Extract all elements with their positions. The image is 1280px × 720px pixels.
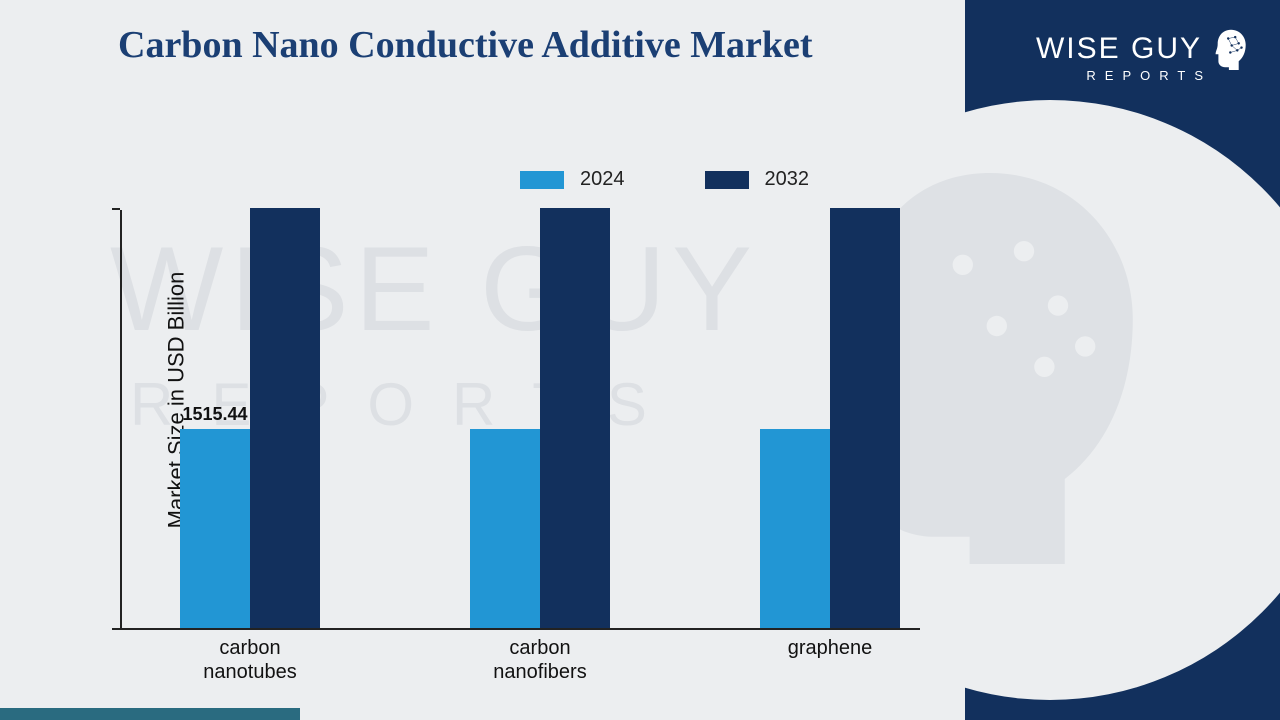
plot-area: carbon nanotubescarbon nanofibersgraphen… — [120, 210, 920, 630]
legend-swatch — [520, 171, 564, 189]
legend-item: 2032 — [705, 168, 810, 191]
brand-logo: WISE GUY REPORTS — [1036, 28, 1252, 83]
chart-canvas: WISE GUY REPORTS WISE GUY — [0, 0, 1280, 720]
category-label: graphene — [750, 636, 910, 660]
legend-item: 2024 — [520, 168, 625, 191]
bar-value-label: 1515.44 — [182, 404, 247, 425]
logo-text-sub: REPORTS — [1036, 68, 1252, 83]
bottom-accent-bar — [0, 708, 300, 720]
bar — [180, 429, 250, 628]
legend-label: 2032 — [765, 168, 810, 191]
legend-swatch — [705, 171, 749, 189]
legend-label: 2024 — [580, 168, 625, 191]
logo-head-icon — [1210, 28, 1252, 70]
bar — [760, 429, 830, 628]
category-label: carbon nanotubes — [170, 636, 330, 684]
chart-title: Carbon Nano Conductive Additive Market — [118, 24, 838, 68]
bar — [540, 208, 610, 628]
y-tick — [112, 208, 120, 210]
logo-text-main: WISE GUY — [1036, 32, 1202, 66]
category-label: carbon nanofibers — [460, 636, 620, 684]
x-axis — [120, 628, 920, 630]
bar — [470, 429, 540, 628]
bar — [830, 208, 900, 628]
bar — [250, 208, 320, 628]
legend: 2024 2032 — [520, 168, 809, 191]
y-axis — [120, 210, 122, 630]
y-tick — [112, 628, 120, 630]
